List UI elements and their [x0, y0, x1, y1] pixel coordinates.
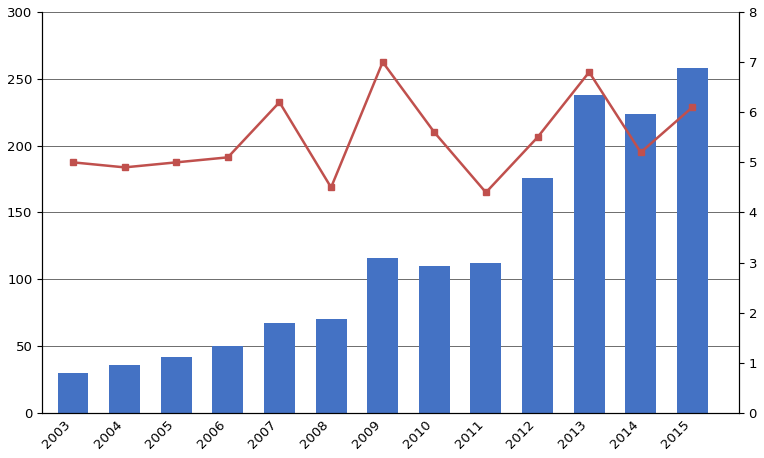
Bar	[264, 323, 295, 413]
Bar	[625, 114, 656, 413]
Bar	[212, 346, 244, 413]
Bar	[109, 365, 140, 413]
Bar	[522, 178, 553, 413]
Bar	[160, 357, 192, 413]
Bar	[677, 68, 708, 413]
Bar	[574, 95, 604, 413]
Bar	[316, 320, 347, 413]
Bar	[419, 266, 450, 413]
Bar	[471, 263, 501, 413]
Bar	[367, 258, 398, 413]
Bar	[57, 373, 89, 413]
